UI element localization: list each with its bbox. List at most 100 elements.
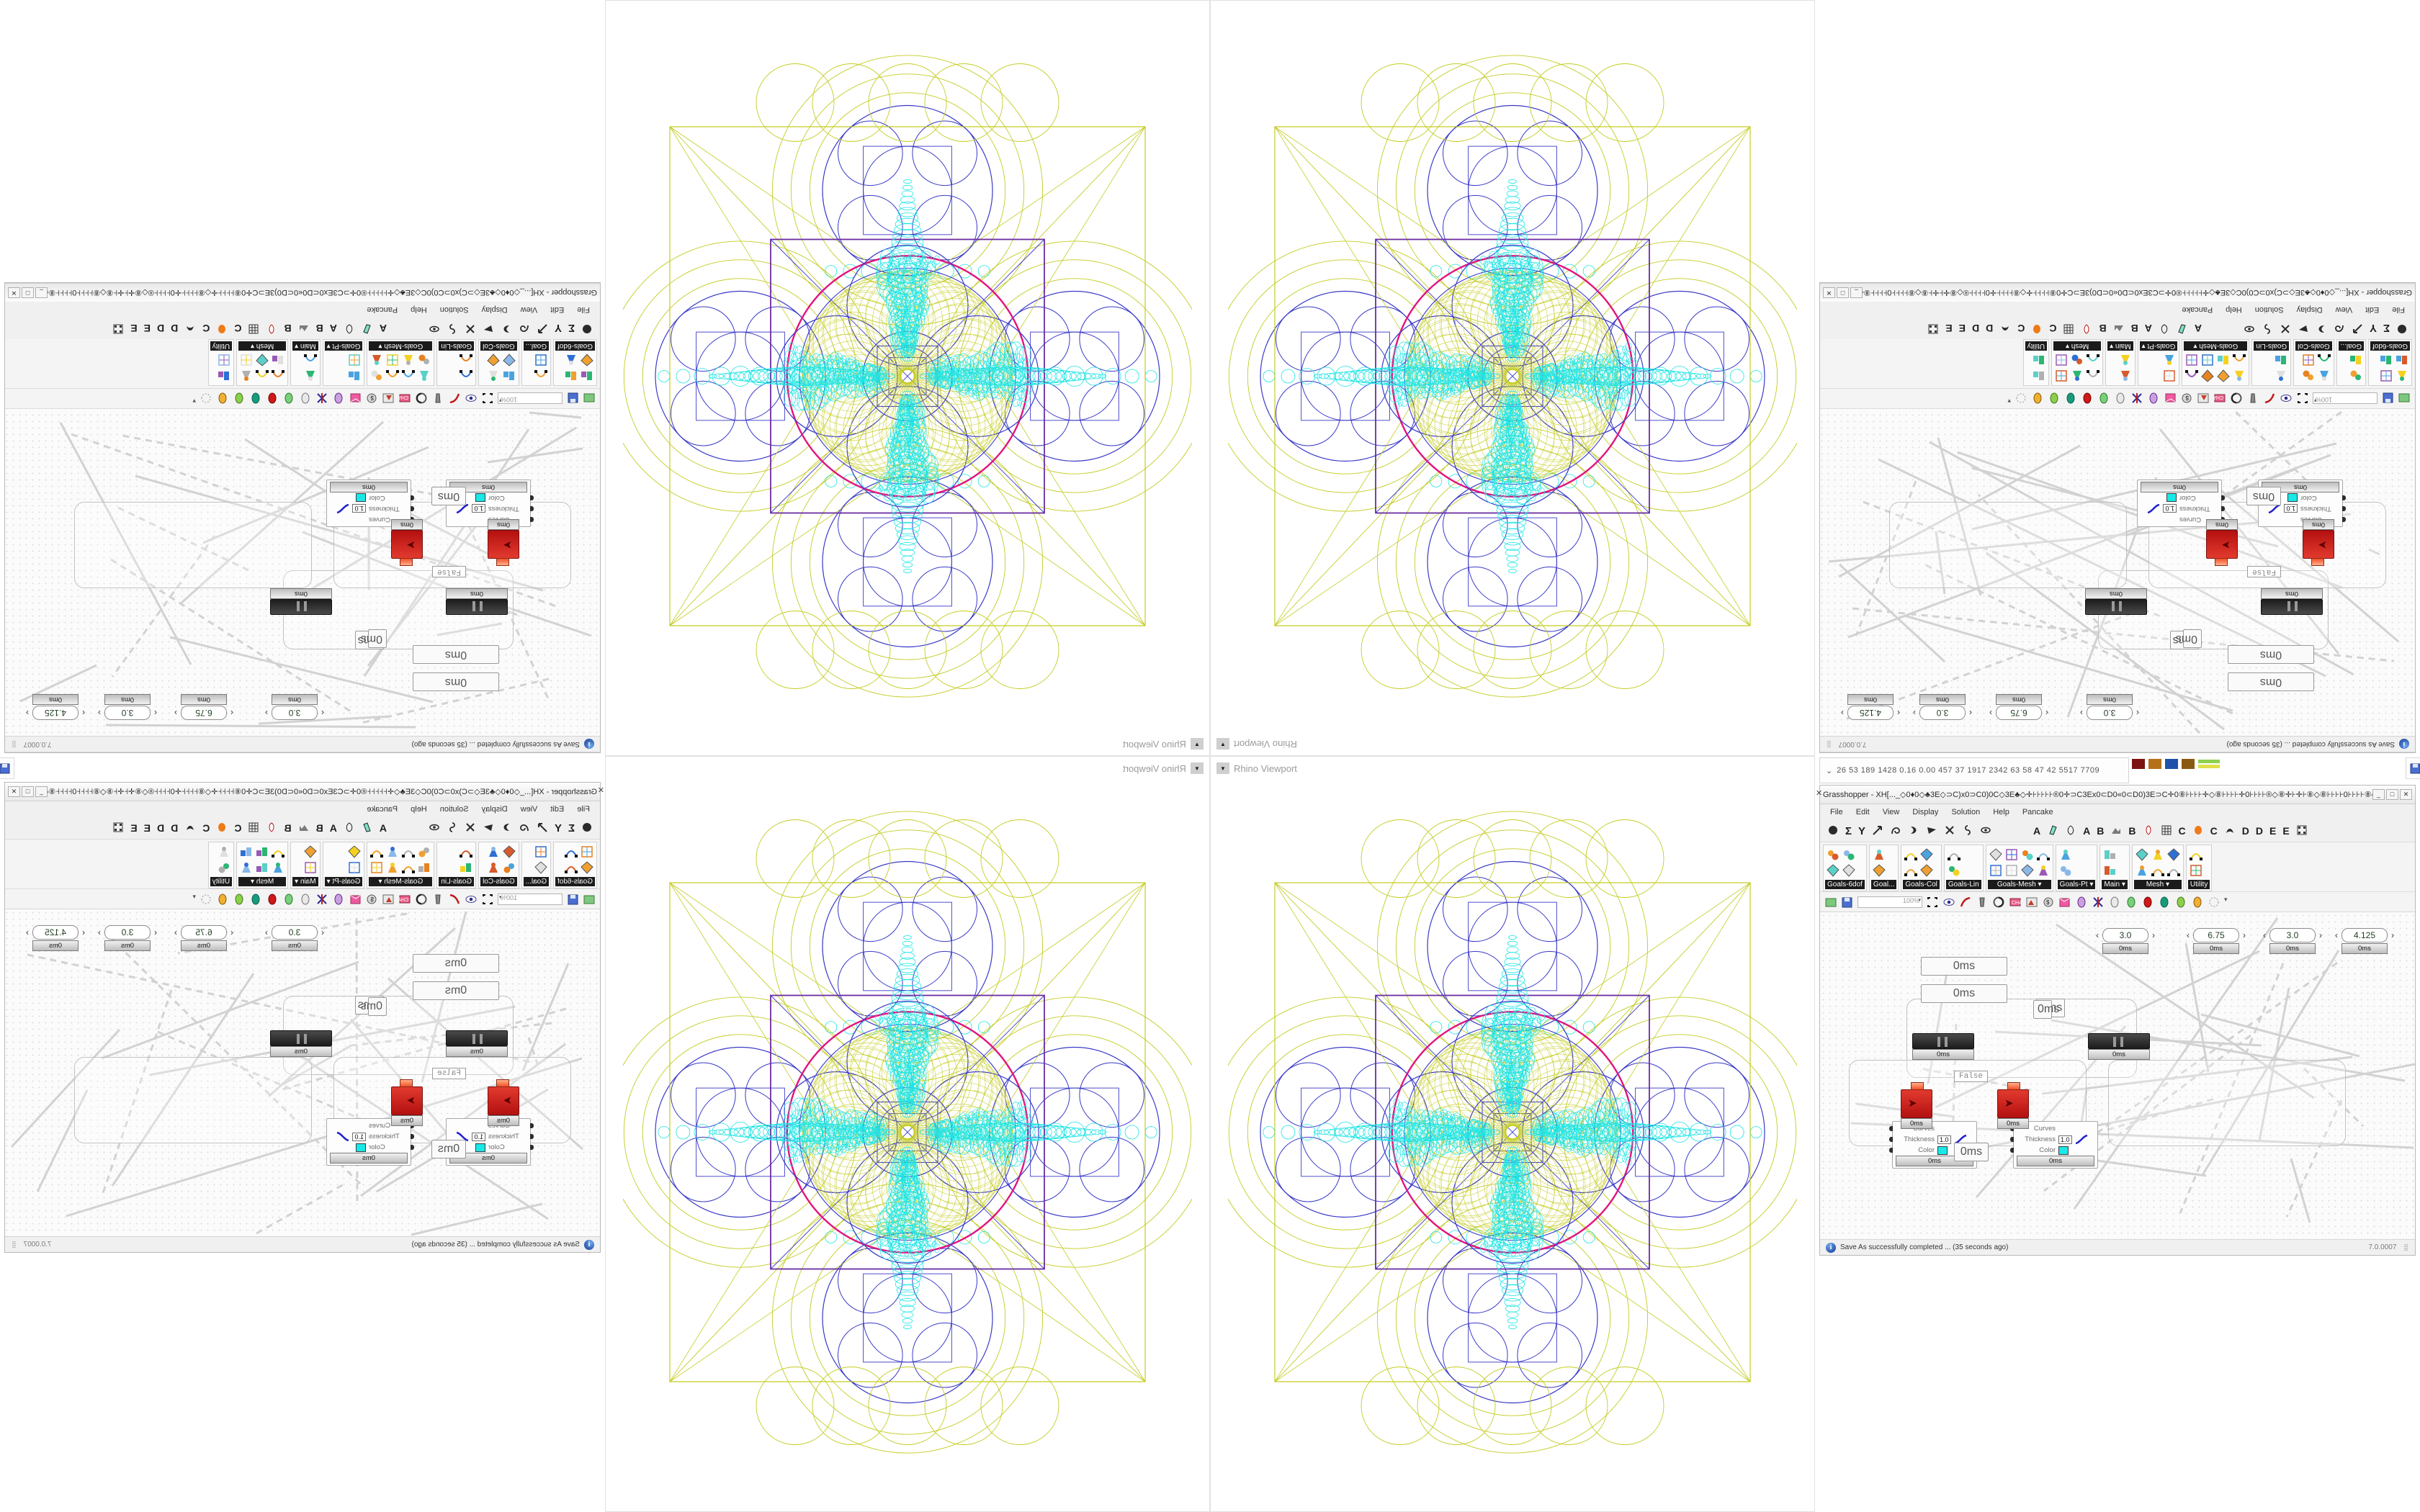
number-slider-3[interactable]: 4.125 ‹ › 0ms [26,925,85,951]
palette-tab-2[interactable]: Goals-Col [480,877,517,886]
palette-icon[interactable] [1826,847,1840,862]
slider-value[interactable]: 3.0 [272,925,318,940]
ribbon-glyph-0[interactable] [2396,322,2408,336]
slider-right-arrow[interactable]: › [98,708,101,718]
palette-group[interactable]: Utility [207,339,235,386]
palette-icon[interactable] [2036,863,2051,878]
palette-icon[interactable] [401,369,416,383]
display-tool-18[interactable] [216,893,229,906]
ribbon-category-6[interactable]: B [2099,323,2107,334]
palette-icon[interactable] [303,353,318,367]
slider-right-arrow[interactable]: › [26,927,29,937]
palette-tab-4[interactable]: Goals-Mesh ▾ [2184,341,2248,351]
number-slider-1[interactable]: 6.75 ‹ › 0ms [174,925,233,951]
palette-icon[interactable] [2232,369,2246,383]
input-nub[interactable] [411,1134,414,1139]
ribbon-glyph-0[interactable] [581,822,593,835]
menu-item-help[interactable]: Help [411,305,427,314]
palette-icon[interactable] [2151,847,2165,862]
chevron-down-icon[interactable]: ▾ [2110,342,2114,350]
display-tool-6[interactable] [1992,896,2005,909]
ribbon-category-7[interactable] [266,322,277,336]
palette-icon[interactable] [2020,863,2035,878]
palette-icon[interactable] [502,845,516,859]
ribbon-category-10[interactable] [216,822,228,835]
slider-right-arrow[interactable]: › [98,927,101,937]
palette-icon[interactable] [2036,847,2051,862]
chevron-up-icon[interactable]: ⌄ [1826,766,1833,775]
slider-value[interactable]: 6.75 [1996,706,2042,720]
display-tool-2[interactable] [1926,896,1939,909]
palette-tab-7[interactable]: Mesh ▾ [238,341,287,351]
display-tool-5[interactable] [1976,896,1989,909]
slider-value[interactable]: 3.0 [2269,928,2316,942]
ribbon-category-7[interactable] [2143,824,2154,838]
display-tool-18[interactable] [216,392,229,405]
palette-icon[interactable] [486,369,501,383]
slider-left-arrow[interactable]: ‹ [321,927,324,937]
palette-icon[interactable] [255,369,269,383]
palette-group[interactable]: Goals-Col [478,842,519,888]
display-tool-8[interactable] [2025,896,2038,909]
grasshopper-canvas[interactable]: 3.0 ‹ › 0ms 6.75 ‹ › 0ms 3.0 ‹ › 0ms 4.125 ‹ › 0ms 0ms 0m… [1820,912,2415,1239]
display-tool-5[interactable] [431,893,444,906]
slider-right-arrow[interactable]: › [265,708,268,718]
ribbon-category-8[interactable] [2161,824,2172,838]
display-tool-11[interactable] [332,392,345,405]
display-tool-6[interactable] [415,392,428,405]
ribbon-glyph-6[interactable] [1926,824,1937,838]
error-component-wrap-0[interactable]: ➤ 0 0ms [1997,1082,2033,1129]
ribbon-category-4[interactable]: B [315,323,323,334]
display-tool-5[interactable] [2246,392,2259,405]
ribbon-glyph-6[interactable] [2298,322,2309,336]
chevron-down-icon[interactable]: ▾ [295,878,299,886]
component-palette[interactable]: Goals-6dof Goal... Goals-Col Goals-Lin Goals… [1820,842,2415,891]
ribbon-category-8[interactable] [248,322,259,336]
thickness-value[interactable]: 1.0 [1937,1135,1951,1144]
display-toolbar[interactable]: 100% ▾ CHA $ ▾ [1820,389,2415,409]
palette-tab-4[interactable]: Goals-Mesh ▾ [369,877,433,886]
preview-input-color[interactable]: Color [330,1142,414,1153]
palette-group[interactable]: Goal... [1868,845,1899,891]
error-component-wrap-1[interactable]: ➤ 0 0ms [1901,1082,1937,1129]
palette-icon[interactable] [502,860,516,875]
ribbon-glyph-2[interactable]: Y [1858,824,1866,837]
param-node[interactable]: 0ms [361,997,387,1016]
display-tool-14[interactable] [282,392,295,405]
ribbon-glyph-4[interactable] [519,322,530,336]
close-button[interactable]: ✕ [8,786,20,797]
param-node[interactable]: 0ms [2228,672,2314,691]
palette-icon[interactable] [1947,863,1961,878]
ribbon-category-11[interactable]: C [2210,825,2218,837]
ribbon-category-17[interactable] [1927,322,1939,336]
input-nub[interactable] [530,495,534,500]
ribbon-category-17[interactable] [112,822,124,835]
display-tool-4[interactable] [1959,896,1972,909]
slider-right-arrow[interactable]: › [2391,930,2394,940]
menu-item-view[interactable]: View [520,805,538,814]
window-controls[interactable]: _ □ ✕ [2372,789,2412,800]
menu-item-view[interactable]: View [2335,305,2353,314]
palette-group[interactable]: Main ▾ [2105,339,2136,386]
palette-tab-3[interactable]: Goals-Lin [1945,880,1981,889]
palette-tab-6[interactable]: Main ▾ [2102,880,2128,889]
chevron-down-icon[interactable]: ▾ [192,892,196,900]
ribbon-category-15[interactable]: E [1958,323,1966,334]
menu-item-pancake[interactable]: Pancake [367,305,398,314]
ribbon-category-11[interactable]: C [202,323,210,334]
open-icon[interactable] [1824,896,1837,909]
error-component-1[interactable]: ➤ 0 [2298,530,2334,566]
palette-icon[interactable] [2189,847,2203,862]
dark-component-0[interactable]: 0ms [2261,588,2323,615]
palette-icon[interactable] [2200,369,2215,383]
dark-component-0[interactable]: 0ms [446,1030,508,1057]
chevron-down-icon[interactable]: ▾ [250,878,255,886]
ribbon-category-4[interactable]: B [2097,825,2105,837]
taskbar-swatch-2[interactable] [2165,759,2178,769]
palette-icon[interactable] [2162,353,2177,367]
ribbon-glyph-8[interactable] [2262,322,2273,336]
palette-tab-7[interactable]: Mesh ▾ [2133,880,2182,889]
palette-icon[interactable] [417,369,431,383]
display-tool-11[interactable] [332,893,345,906]
